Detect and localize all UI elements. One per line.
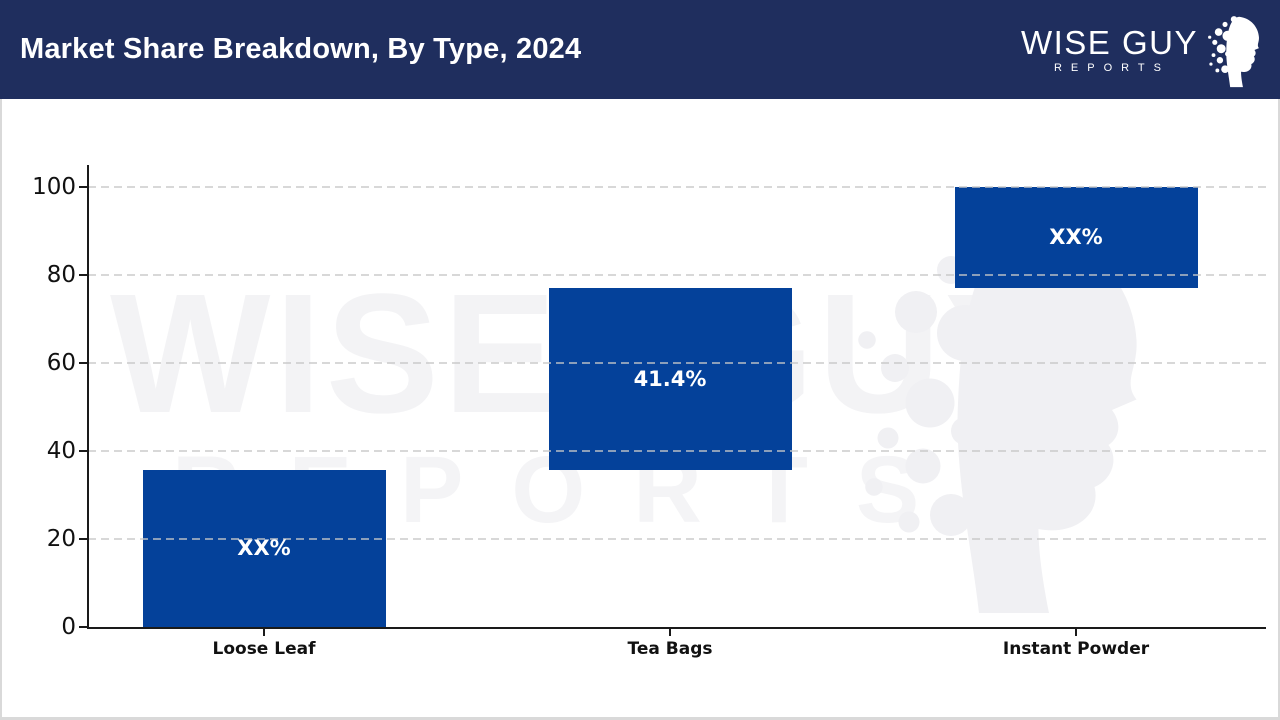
logo-wordmark: WISE GUY <box>1020 23 1198 61</box>
y-tick <box>79 538 88 540</box>
bottom-border <box>0 717 1280 720</box>
right-border <box>1278 99 1280 720</box>
y-tick <box>79 450 88 452</box>
x-category-label: Instant Powder <box>1002 639 1150 659</box>
x-tick <box>1075 627 1077 636</box>
y-tick <box>79 626 88 628</box>
x-category-label: Tea Bags <box>627 639 713 659</box>
bar-value-label: 41.4% <box>633 366 707 391</box>
y-axis-line <box>87 165 89 629</box>
y-tick <box>79 186 88 188</box>
watermark-dotted-head-icon <box>858 224 1137 613</box>
bar-value-label: XX% <box>237 536 291 561</box>
bar-segment <box>954 187 1198 288</box>
y-tick <box>79 274 88 276</box>
grid-line <box>88 186 1270 188</box>
wise-guy-reports-logo: WISE GUY REPORTS <box>1021 8 1266 92</box>
chart-title: Market Share Breakdown, By Type, 2024 <box>20 33 582 65</box>
y-tick-label: 0 <box>61 614 76 640</box>
y-tick-label: 20 <box>46 526 76 552</box>
bar-value-label: XX% <box>1049 225 1103 250</box>
x-category-label: Loose Leaf <box>212 639 316 659</box>
logo-text: WISE GUY REPORTS <box>1021 26 1198 74</box>
bar-segment <box>142 469 386 627</box>
header-bar: Market Share Breakdown, By Type, 2024 WI… <box>0 0 1280 99</box>
grid-line <box>88 362 1270 364</box>
y-tick-label: 40 <box>46 438 76 464</box>
y-tick-label: 80 <box>46 262 76 288</box>
y-tick-label: 100 <box>32 174 76 200</box>
y-tick-label: 60 <box>46 350 76 376</box>
left-border <box>0 99 2 720</box>
x-tick <box>669 627 671 636</box>
dotted-head-icon <box>1208 15 1259 87</box>
grid-line <box>88 274 1270 276</box>
bar-segment <box>548 287 792 470</box>
x-axis-line <box>87 627 1266 629</box>
logo-subtitle: REPORTS <box>1053 61 1170 74</box>
grid-line <box>88 450 1270 452</box>
y-tick <box>79 362 88 364</box>
grid-line <box>88 538 1270 540</box>
x-tick <box>263 627 265 636</box>
